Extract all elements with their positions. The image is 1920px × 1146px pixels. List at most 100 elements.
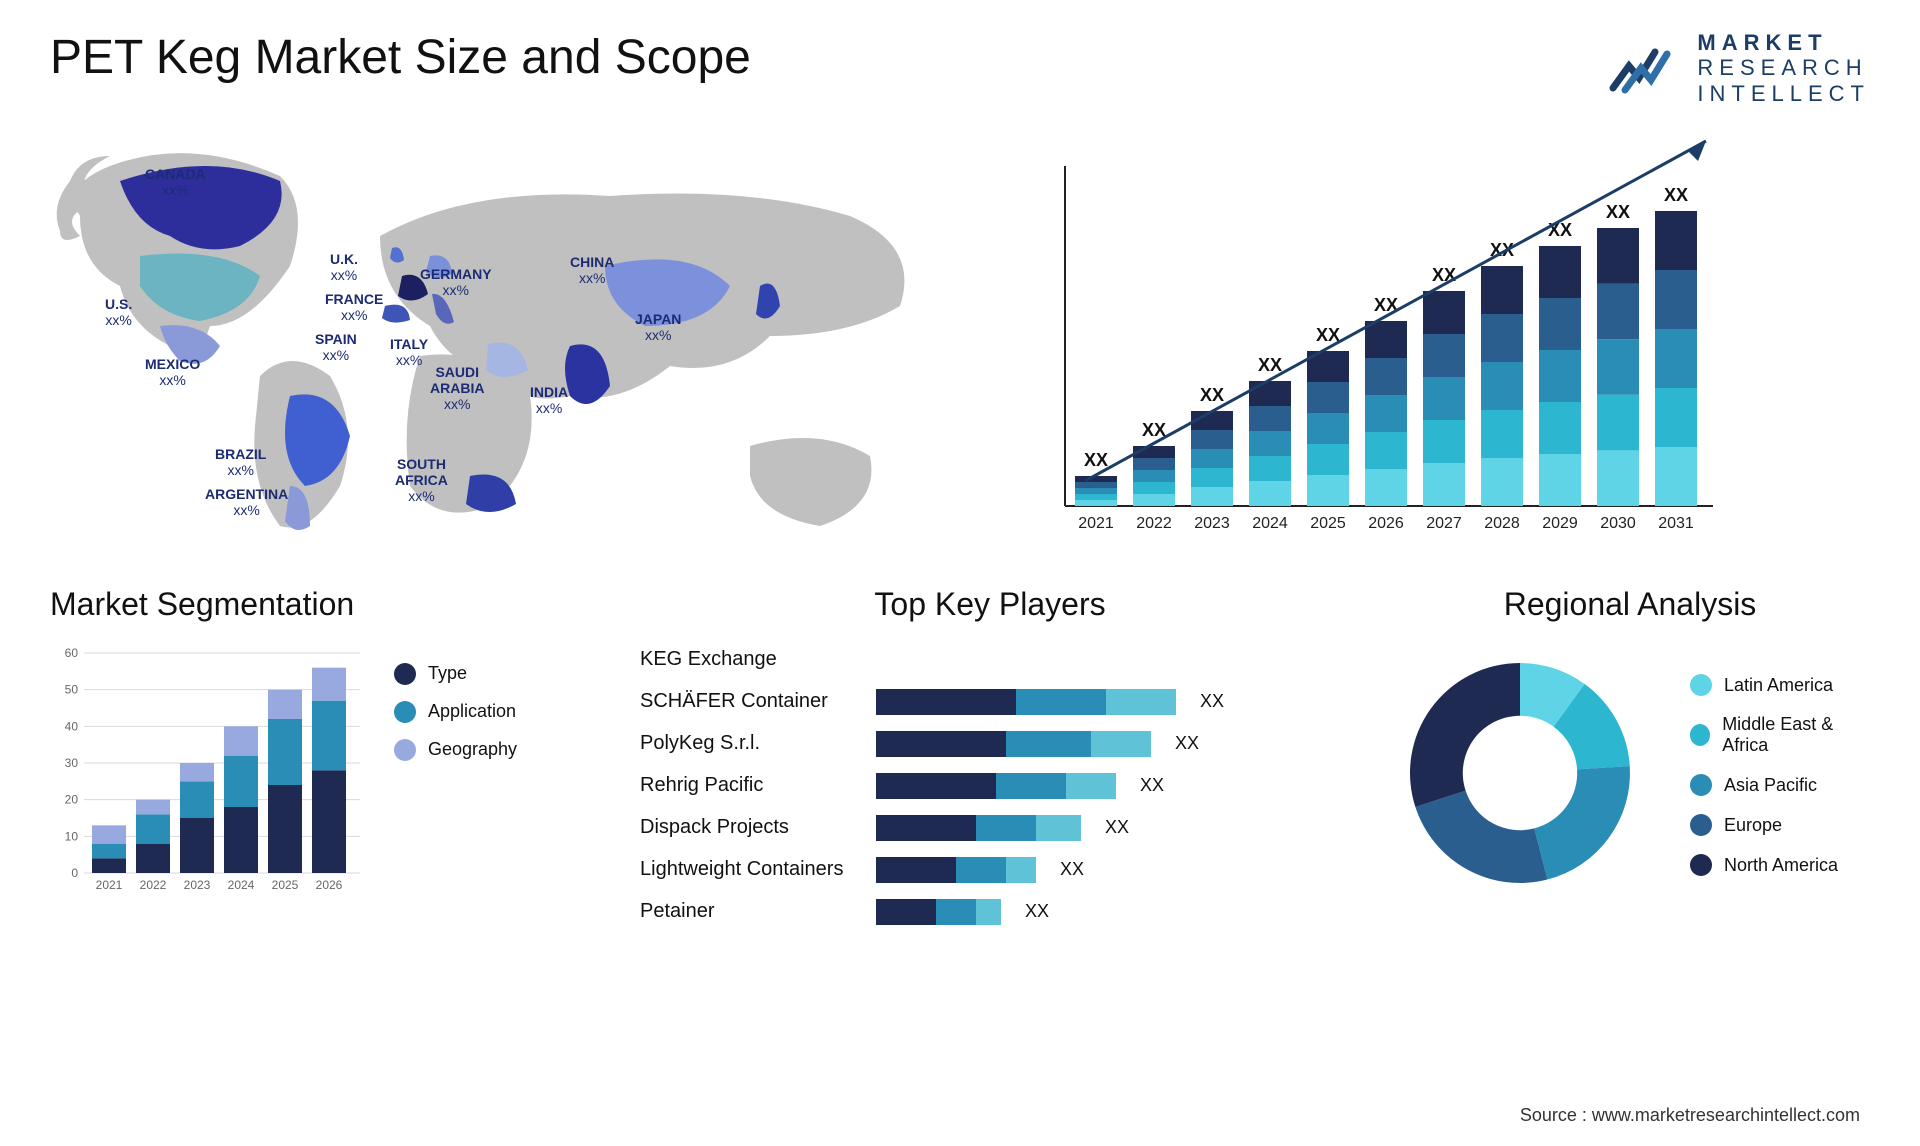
player-bar-segment [876,689,1016,715]
map-label: SAUDIARABIAxx% [430,364,484,412]
player-name: KEG Exchange [640,648,860,671]
svg-text:2031: 2031 [1658,515,1694,532]
player-name: Rehrig Pacific [640,774,860,797]
svg-text:2023: 2023 [1194,515,1230,532]
legend-label: Geography [428,739,517,760]
svg-text:XX: XX [1548,220,1572,240]
player-row: PolyKeg S.r.l.XX [640,727,1340,761]
svg-text:2030: 2030 [1600,515,1636,532]
brand-icon [1609,38,1683,98]
svg-text:XX: XX [1432,265,1456,285]
brand-line1: MARKET [1697,30,1870,55]
legend-swatch-icon [1690,774,1712,796]
svg-text:0: 0 [71,866,78,880]
donut-svg [1390,643,1650,903]
segmentation-title: Market Segmentation [50,586,590,623]
player-bar-segment [1006,731,1091,757]
player-row: SCHÄFER Container XX [640,685,1340,719]
legend-label: North America [1724,855,1838,876]
svg-text:XX: XX [1084,450,1108,470]
legend-item: Asia Pacific [1690,774,1870,796]
legend-item: Type [394,663,517,685]
brand-line3: INTELLECT [1697,81,1870,106]
legend-item: Europe [1690,814,1870,836]
player-bar [876,773,1116,799]
brand-logo: MARKET RESEARCH INTELLECT [1609,30,1870,106]
svg-text:2027: 2027 [1426,515,1462,532]
page-title: PET Keg Market Size and Scope [50,30,751,85]
svg-text:2025: 2025 [1310,515,1346,532]
legend-swatch-icon [394,663,416,685]
region-legend: Latin AmericaMiddle East & AfricaAsia Pa… [1690,674,1870,876]
player-bar-segment [1016,689,1106,715]
player-bar-segment [936,899,976,925]
svg-text:XX: XX [1200,385,1224,405]
map-label: U.K.xx% [330,251,358,283]
bottom-row: Market Segmentation 01020304050602021202… [50,586,1870,937]
player-value: XX [1140,775,1164,796]
legend-label: Europe [1724,815,1782,836]
growth-chart-svg: XX2021XX2022XX2023XX2024XX2025XX2026XX20… [1000,126,1870,546]
svg-text:2022: 2022 [1136,515,1172,532]
legend-swatch-icon [1690,674,1712,696]
region-panel: Regional Analysis Latin AmericaMiddle Ea… [1390,586,1870,937]
players-title: Top Key Players [640,586,1340,623]
player-row: Petainer XX [640,895,1340,929]
svg-text:40: 40 [65,719,79,733]
legend-item: Middle East & Africa [1690,714,1870,756]
map-label: JAPANxx% [635,311,681,343]
segmentation-chart-svg: 0102030405060202120222023202420252026 [50,643,370,903]
world-map: CANADAxx%U.S.xx%MEXICOxx%BRAZILxx%ARGENT… [50,126,950,546]
player-name: PolyKeg S.r.l. [640,732,860,755]
svg-text:2026: 2026 [1368,515,1404,532]
player-bar [876,689,1176,715]
svg-text:10: 10 [65,829,79,843]
player-bar-segment [1066,773,1116,799]
svg-text:2026: 2026 [316,878,343,892]
svg-text:XX: XX [1606,202,1630,222]
player-bar-segment [1006,857,1036,883]
players-panel: Top Key Players KEG Exchange SCHÄFER Cont… [640,586,1340,937]
player-name: Petainer [640,900,860,923]
segmentation-chart: 0102030405060202120222023202420252026 [50,643,370,903]
player-bar-segment [956,857,1006,883]
segmentation-legend: Type Application Geography [394,643,517,903]
player-value: XX [1105,817,1129,838]
map-label: ARGENTINAxx% [205,486,288,518]
map-label: SOUTHAFRICAxx% [395,456,448,504]
svg-text:20: 20 [65,793,79,807]
map-label: FRANCExx% [325,291,383,323]
legend-label: Middle East & Africa [1722,714,1870,756]
map-label: INDIAxx% [530,384,568,416]
player-bar-segment [1106,689,1176,715]
svg-text:2022: 2022 [140,878,167,892]
map-label: CANADAxx% [145,166,206,198]
player-bar-segment [876,815,976,841]
legend-item: Application [394,701,517,723]
brand-text: MARKET RESEARCH INTELLECT [1697,30,1870,106]
legend-label: Asia Pacific [1724,775,1817,796]
player-bar-segment [876,857,956,883]
svg-text:2024: 2024 [1252,515,1288,532]
player-value: XX [1200,691,1224,712]
player-value: XX [1060,859,1084,880]
player-value: XX [1025,901,1049,922]
growth-chart: XX2021XX2022XX2023XX2024XX2025XX2026XX20… [1000,126,1870,546]
map-label: SPAINxx% [315,331,357,363]
player-bar-segment [1091,731,1151,757]
player-name: SCHÄFER Container [640,690,860,713]
players-list: KEG Exchange SCHÄFER Container XX PolyKeg S… [640,643,1340,929]
player-row: KEG Exchange [640,643,1340,677]
player-bar [876,857,1036,883]
legend-swatch-icon [1690,854,1712,876]
legend-swatch-icon [394,739,416,761]
svg-text:2028: 2028 [1484,515,1520,532]
map-label: ITALYxx% [390,336,428,368]
source-label: Source : www.marketresearchintellect.com [1520,1105,1860,1126]
top-row: CANADAxx%U.S.xx%MEXICOxx%BRAZILxx%ARGENT… [50,126,1870,546]
map-label: MEXICOxx% [145,356,200,388]
svg-text:2021: 2021 [1078,515,1114,532]
legend-item: Geography [394,739,517,761]
player-row: Dispack ProjectsXX [640,811,1340,845]
map-label: GERMANYxx% [420,266,492,298]
